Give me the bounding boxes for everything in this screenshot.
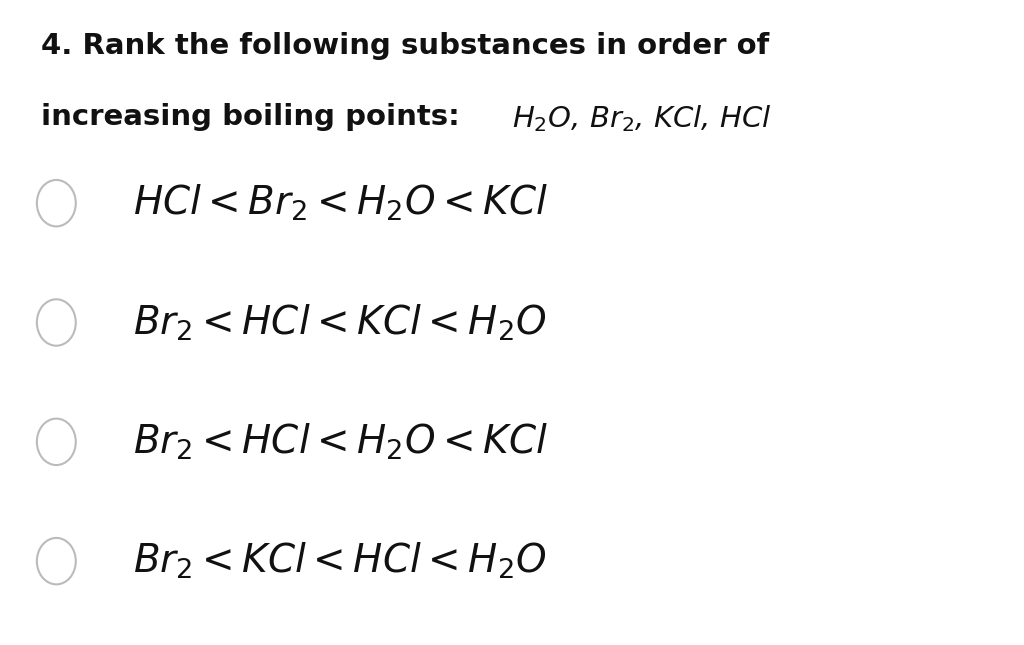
- Text: $HCl < Br_2 < H_2O < KCl$: $HCl < Br_2 < H_2O < KCl$: [133, 183, 548, 223]
- Text: 4. Rank the following substances in order of: 4. Rank the following substances in orde…: [41, 32, 769, 60]
- Text: $Br_2 < HCl < KCl < H_2O$: $Br_2 < HCl < KCl < H_2O$: [133, 303, 547, 342]
- Text: $Br_2 < HCl < H_2O < KCl$: $Br_2 < HCl < H_2O < KCl$: [133, 422, 548, 462]
- Text: $Br_2 < KCl < HCl < H_2O$: $Br_2 < KCl < HCl < H_2O$: [133, 541, 547, 581]
- Text: increasing boiling points:: increasing boiling points:: [41, 103, 470, 131]
- Text: $H_2O$, $Br_2$, $KCl$, $HCl$: $H_2O$, $Br_2$, $KCl$, $HCl$: [512, 103, 772, 134]
